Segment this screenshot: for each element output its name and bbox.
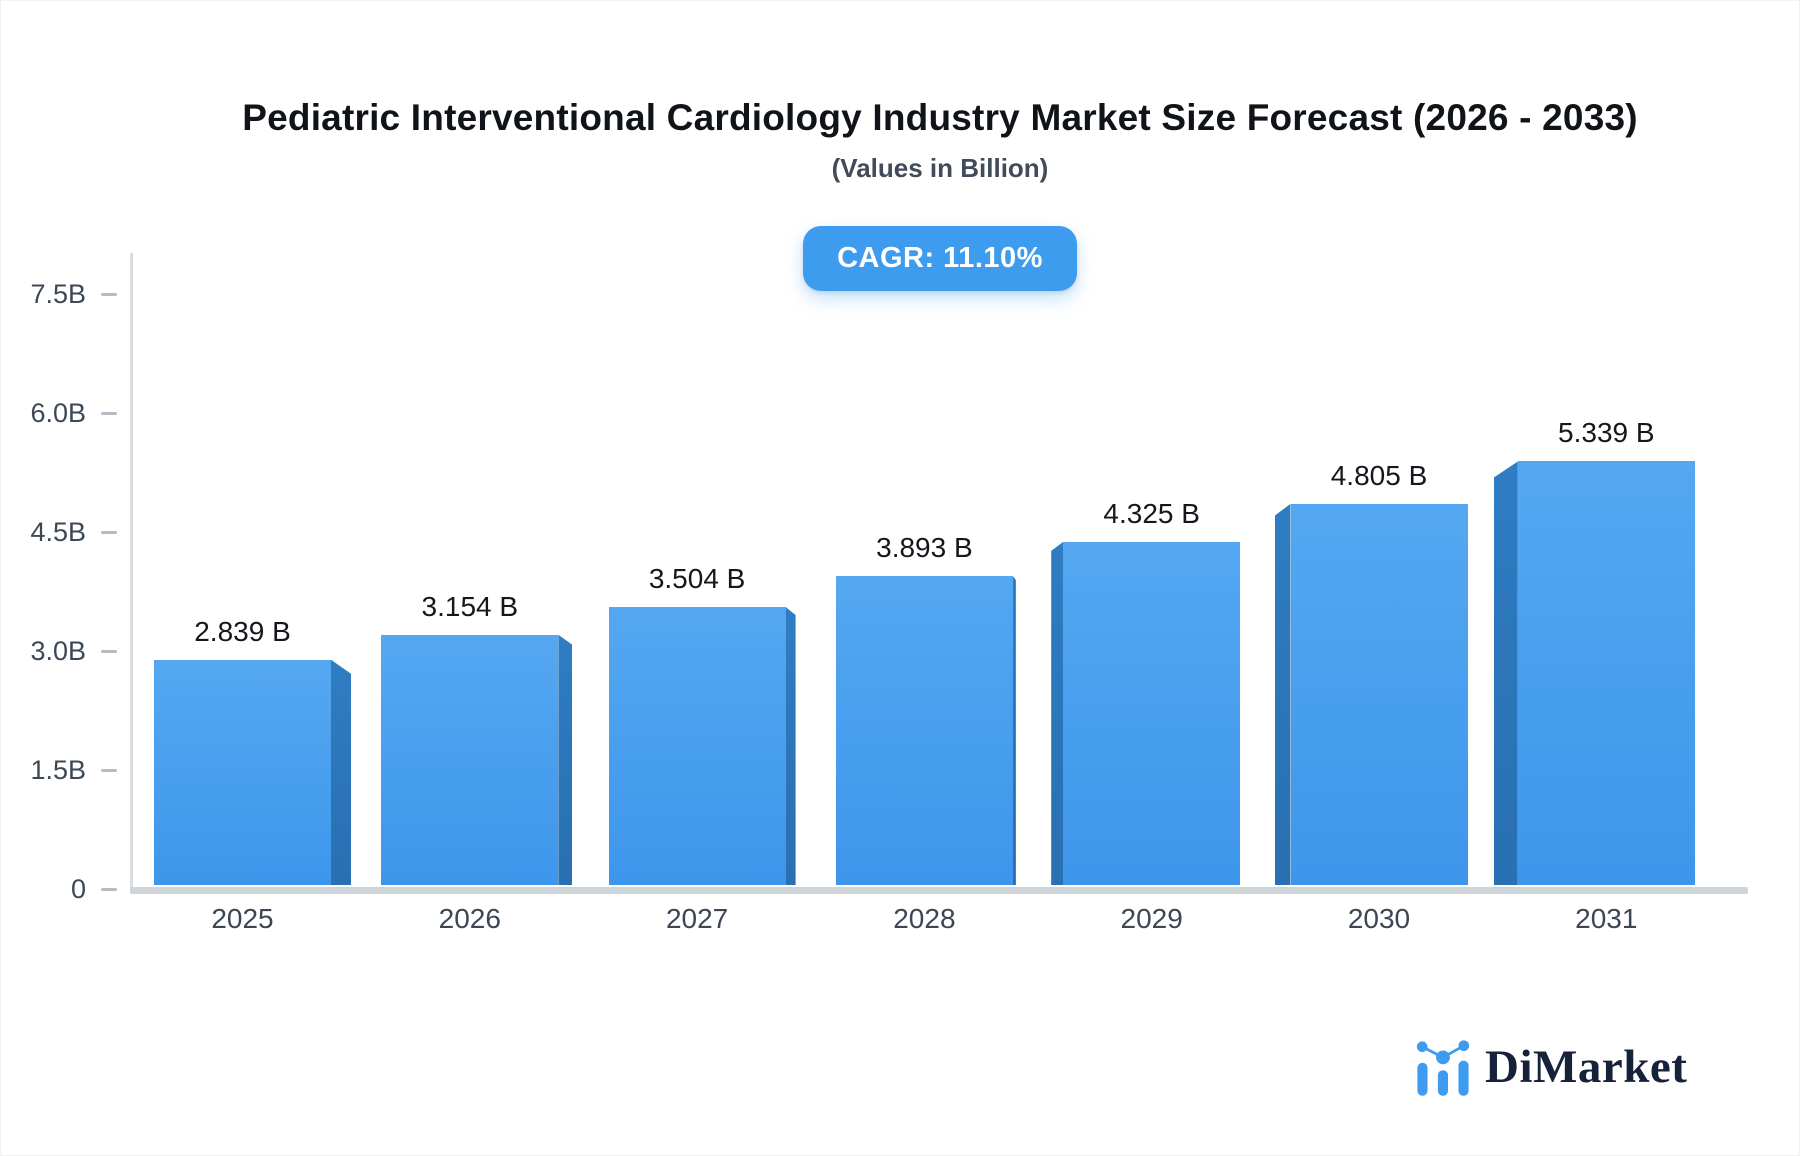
y-tick-mark: [101, 650, 117, 653]
bar-face[interactable]: [1063, 541, 1241, 885]
y-tick-label: 0: [70, 874, 86, 904]
x-axis-label-2025: 2025: [211, 903, 274, 934]
y-tick-label: 1.5B: [30, 755, 86, 785]
bar-2029: 4.325 B: [1051, 498, 1241, 885]
page-title: Pediatric Interventional Cardiology Indu…: [242, 97, 1638, 138]
y-tick-mark: [101, 888, 117, 891]
bar-face[interactable]: [154, 659, 331, 885]
bar-value-label: 4.805 B: [1330, 459, 1428, 491]
x-axis-label-2028: 2028: [893, 903, 956, 934]
bar-side-panel: [785, 607, 796, 885]
bar-value-label: 3.893 B: [876, 532, 973, 564]
y-tick-label: 3.0B: [30, 636, 86, 666]
bar-2028: 3.893 B: [835, 532, 1016, 885]
bar-2027: 3.504 B: [608, 563, 796, 885]
brand-logo-text: DiMarket: [1485, 1041, 1688, 1093]
y-axis-line: [130, 253, 133, 893]
bar-value-label: 4.325 B: [1103, 497, 1200, 529]
bar-face[interactable]: [1517, 461, 1695, 885]
bar-side-panel: [1012, 576, 1016, 885]
bar-side-panel: [331, 659, 351, 885]
x-axis-label-2027: 2027: [665, 903, 729, 934]
bar-face[interactable]: [1290, 503, 1468, 885]
x-axis-label-2031: 2031: [1575, 903, 1638, 934]
y-tick-label: 7.5B: [30, 279, 86, 309]
bar-value-label: 3.504 B: [648, 563, 746, 595]
brand-logo: DiMarket: [1411, 1035, 1687, 1099]
x-axis-label-2026: 2026: [438, 903, 501, 934]
bar-chart-logo-icon: [1416, 1040, 1470, 1096]
bar-face[interactable]: [381, 634, 559, 885]
y-tick-mark: [101, 531, 117, 534]
x-axis-line: [130, 887, 1748, 894]
bar-2031: 5.339 B: [1493, 417, 1695, 885]
y-tick-mark: [101, 769, 117, 772]
bar-side-panel: [1274, 503, 1291, 885]
bar-side-panel: [1051, 541, 1064, 885]
bar-face[interactable]: [608, 607, 786, 885]
bar-2026: 3.154 B: [381, 591, 573, 885]
bar-value-label: 3.154 B: [421, 590, 519, 622]
y-tick-mark: [101, 412, 117, 415]
x-axis-label-2030: 2030: [1347, 903, 1411, 934]
y-tick-label: 4.5B: [30, 517, 86, 547]
bar-value-label: 2.839 B: [194, 615, 291, 647]
y-tick-mark: [101, 293, 117, 296]
bar-value-label: 5.339 B: [1558, 417, 1655, 449]
bar-side-panel: [558, 634, 573, 885]
bar-2030: 4.805 B: [1274, 460, 1468, 885]
bar-2025: 2.839 B: [154, 616, 351, 885]
cagr-badge: CAGR: 11.10%: [803, 226, 1077, 291]
x-axis-label-2029: 2029: [1120, 903, 1183, 934]
y-tick-label: 6.0B: [30, 398, 86, 428]
chart-subtitle: (Values in Billion): [831, 153, 1049, 183]
bar-face[interactable]: [835, 576, 1013, 885]
bar-side-panel: [1493, 461, 1518, 885]
chart-header: Pediatric Interventional Cardiology Indu…: [132, 1, 1748, 291]
